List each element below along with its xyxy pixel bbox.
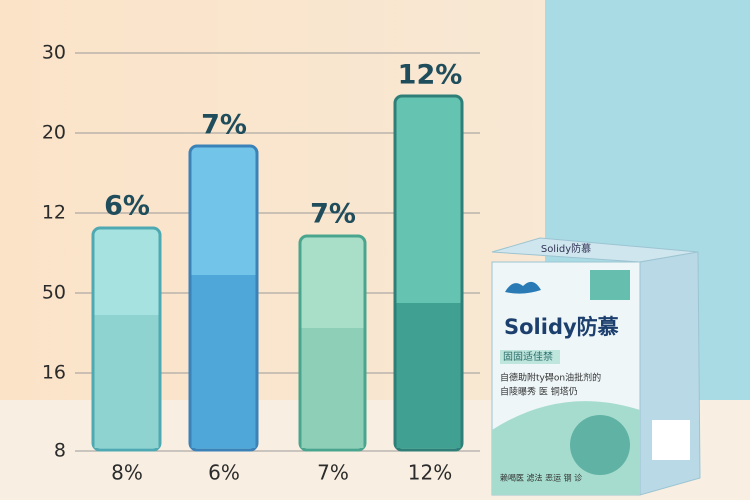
category-label: 7% xyxy=(317,461,349,485)
tag-bg xyxy=(500,350,560,364)
bar-shade xyxy=(94,315,159,448)
bar-shade xyxy=(191,275,256,448)
box-text: 自陵曝秀 医 铜塔仍 xyxy=(500,386,578,398)
axis: 30 20 12 50 16 8 xyxy=(42,42,66,462)
box-tab xyxy=(590,270,630,300)
brand: Solidy防慕 xyxy=(504,315,619,339)
axis-label: 50 xyxy=(42,282,66,304)
category-label: 12% xyxy=(408,461,452,485)
box-top-text: Solidy防慕 xyxy=(541,242,591,255)
bars xyxy=(91,94,464,452)
capsule xyxy=(570,415,630,475)
axis-label: 20 xyxy=(42,122,66,144)
box-footer: 赖喝医 滤法 恶运 钢 诊 xyxy=(500,473,582,483)
box-text: 自德助附ty碍on油批剂的 xyxy=(500,372,601,384)
categories: 8% 6% 7% 12% xyxy=(111,461,452,485)
bar-label: 7% xyxy=(310,199,356,230)
category-label: 8% xyxy=(111,461,143,485)
axis-label: 30 xyxy=(42,42,66,64)
bar-labels: 6% 7% 7% 12% xyxy=(104,60,462,230)
axis-label: 16 xyxy=(42,362,66,384)
bar-label: 7% xyxy=(201,110,247,141)
product-box: Solidy防慕 Solidy防慕 固固适佳禁 自德助附ty碍on油批剂的 自陵… xyxy=(491,237,701,496)
axis-label: 12 xyxy=(42,202,66,224)
bar-shade xyxy=(301,328,364,448)
tag: 固固适佳禁 xyxy=(503,350,553,363)
bar-label: 12% xyxy=(398,60,463,91)
category-label: 6% xyxy=(208,461,240,485)
bar-label: 6% xyxy=(104,191,150,222)
logo xyxy=(505,281,541,294)
axis-label: 8 xyxy=(54,440,66,462)
barcode xyxy=(652,420,690,460)
bar-shade xyxy=(396,303,461,448)
